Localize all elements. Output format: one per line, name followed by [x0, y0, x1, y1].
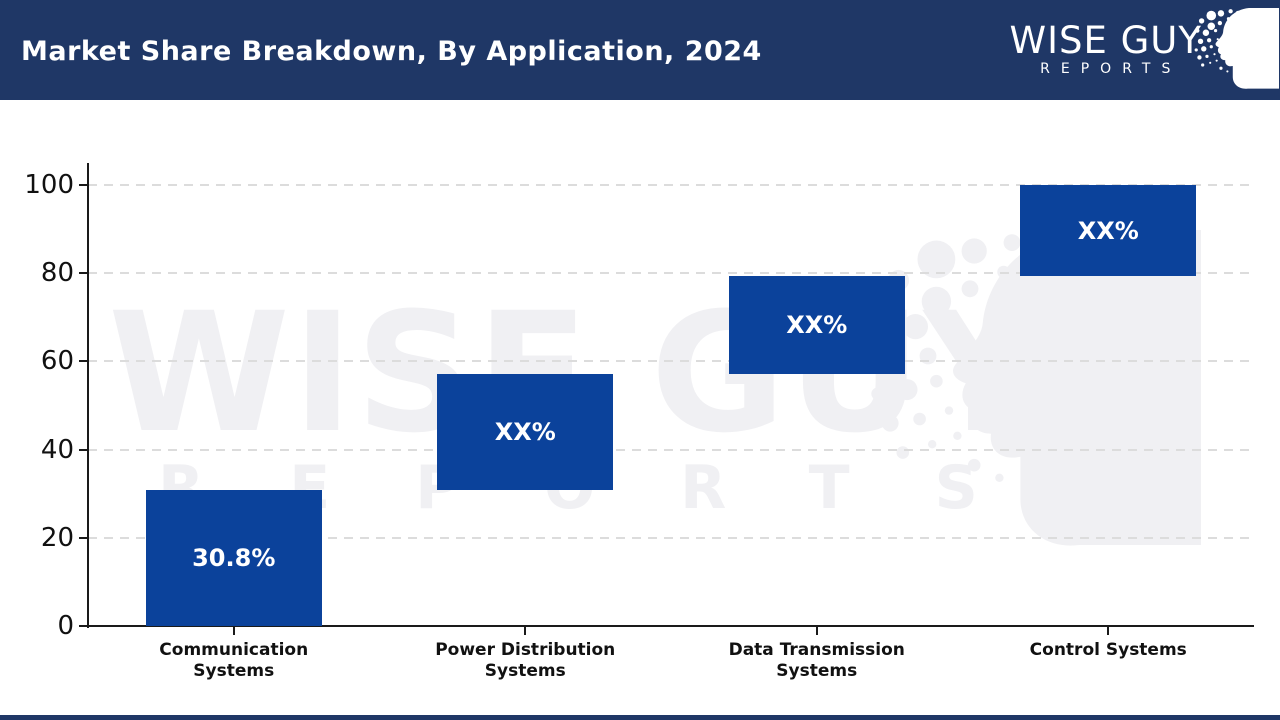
y-tick-mark	[79, 272, 88, 275]
logo-head-icon	[1194, 8, 1279, 89]
y-tick-mark	[79, 184, 88, 186]
logo-text: WISE GUY REPORTS	[1009, 19, 1202, 78]
bar-value-label: 30.8%	[192, 544, 276, 573]
bar-value-label: XX%	[494, 417, 556, 446]
wise-guy-reports-logo: WISE GUY REPORTS	[1009, 6, 1279, 96]
y-tick-mark	[79, 360, 88, 363]
x-category-label: Power Distribution Systems	[435, 640, 616, 681]
x-tick-mark	[232, 626, 235, 635]
logo-subtitle: REPORTS	[1040, 61, 1182, 77]
x-category-label: Communication Systems	[159, 640, 309, 681]
gridline-60	[88, 360, 1254, 363]
logo-wordmark: WISE GUY	[1009, 19, 1202, 62]
chart-area: WISE GUY REPORTS 02040608010030.8%Commun…	[0, 100, 1280, 715]
bar-1: 30.8%	[145, 490, 322, 626]
y-tick-mark	[79, 448, 88, 451]
y-tick-label: 40	[40, 434, 74, 465]
bar-value-label: XX%	[786, 311, 848, 339]
y-tick-label: 60	[40, 346, 74, 377]
x-tick-mark	[815, 626, 818, 635]
y-tick-label: 20	[40, 522, 74, 553]
x-axis	[87, 625, 1254, 627]
gridline-80	[88, 272, 1254, 275]
x-tick-mark	[1107, 626, 1110, 635]
gridline-20	[88, 536, 1254, 539]
header-bar: Market Share Breakdown, By Application, …	[0, 0, 1280, 100]
y-tick-mark	[79, 625, 88, 627]
page-title: Market Share Breakdown, By Application, …	[21, 36, 762, 67]
y-tick-label: 100	[24, 170, 74, 200]
gridline-100	[88, 184, 1254, 186]
x-tick-mark	[524, 626, 527, 635]
y-tick-label: 0	[57, 611, 74, 641]
bar-value-label: XX%	[1077, 216, 1139, 245]
x-category-label: Data Transmission Systems	[728, 640, 905, 681]
y-tick-label: 80	[40, 258, 74, 289]
bar-2: XX%	[437, 373, 614, 491]
footer-bar	[0, 715, 1280, 720]
gridline-40	[88, 448, 1254, 451]
y-axis	[87, 163, 89, 628]
bar-3: XX%	[728, 276, 905, 374]
y-tick-mark	[79, 536, 88, 539]
x-category-label: Control Systems	[1029, 640, 1187, 660]
bar-4: XX%	[1020, 185, 1197, 277]
